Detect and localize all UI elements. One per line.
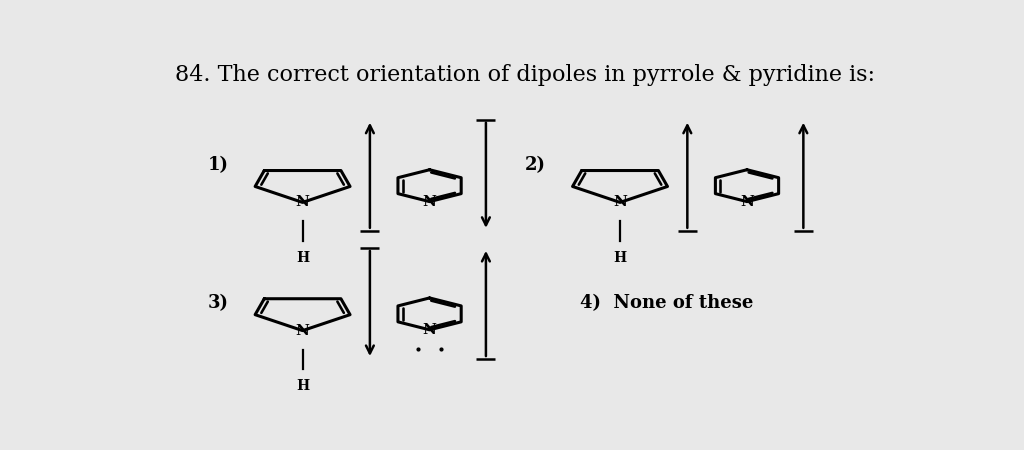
Text: N: N — [740, 194, 754, 209]
Text: H: H — [296, 251, 309, 265]
Text: N: N — [423, 194, 436, 209]
Text: N: N — [423, 323, 436, 337]
Text: H: H — [613, 251, 627, 265]
Text: 2): 2) — [524, 156, 546, 174]
Text: H: H — [296, 379, 309, 393]
Text: N: N — [296, 324, 309, 338]
Text: N: N — [613, 195, 627, 209]
Text: 1): 1) — [207, 156, 228, 174]
Text: 84. The correct orientation of dipoles in pyrrole & pyridine is:: 84. The correct orientation of dipoles i… — [175, 64, 874, 86]
Text: 3): 3) — [207, 294, 228, 312]
Text: N: N — [296, 195, 309, 209]
Text: 4)  None of these: 4) None of these — [581, 294, 754, 312]
